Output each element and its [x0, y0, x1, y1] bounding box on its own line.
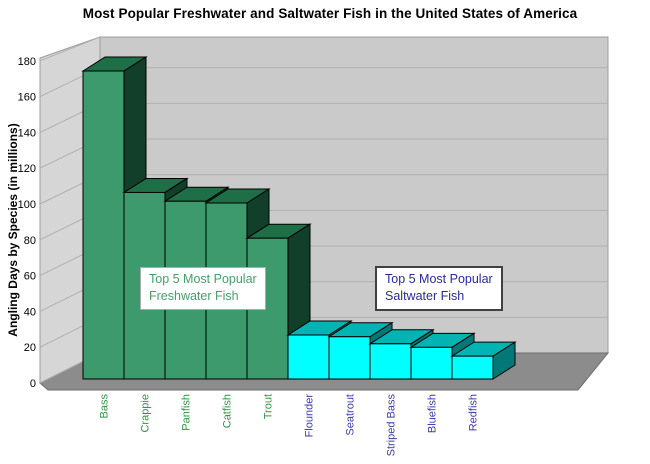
y-tick-label-140: 140: [18, 127, 36, 139]
x-label-bass: Bass: [99, 394, 111, 419]
x-category-labels: Bass Crappie Panfish Catfish Trout Flounder Se…: [99, 394, 480, 457]
x-label-panfish: Panfish: [181, 394, 193, 431]
bars: [81, 56, 517, 380]
x-label-striped-bass: Striped Bass: [386, 394, 398, 457]
x-label-redfish: Redfish: [468, 394, 480, 431]
bar-front-face: [328, 336, 371, 380]
x-label-flounder: Flounder: [304, 394, 316, 438]
wall-tick-180: [39, 36, 101, 62]
y-tick-label-40: 40: [24, 306, 36, 318]
x-label-catfish: Catfish: [222, 394, 234, 428]
annotation-freshwater-line1: Top 5 Most Popular: [149, 272, 257, 286]
chart-title: Most Popular Freshwater and Saltwater Fi…: [82, 6, 578, 21]
annotation-saltwater-line2: Saltwater Fish: [385, 289, 465, 303]
y-tick-labels: 0 20 40 60 80 100 120 140 160 180: [18, 56, 36, 390]
y-tick-label-20: 20: [24, 342, 36, 354]
y-tick-label-100: 100: [18, 199, 36, 211]
annotation-saltwater-line1: Top 5 Most Popular: [385, 272, 493, 286]
x-label-seatrout: Seatrout: [345, 394, 357, 436]
bar-front-face: [451, 355, 494, 380]
y-tick-label-0: 0: [30, 378, 36, 390]
y-tick-label-180: 180: [18, 56, 36, 68]
x-label-crappie: Crappie: [140, 394, 152, 433]
bar-redfish: [450, 341, 517, 380]
annotation-freshwater-line2: Freshwater Fish: [149, 289, 239, 303]
annotation-freshwater: Top 5 Most Popular Freshwater Fish: [140, 267, 266, 310]
x-label-bluefish: Bluefish: [427, 394, 439, 433]
y-tick-label-80: 80: [24, 235, 36, 247]
x-label-trout: Trout: [263, 394, 275, 419]
y-tick-label-60: 60: [24, 271, 36, 283]
y-tick-label-160: 160: [18, 92, 36, 104]
y-tick-label-120: 120: [18, 163, 36, 175]
bar-front-face: [287, 334, 330, 380]
bar-front-face: [369, 343, 412, 380]
annotation-saltwater: Top 5 Most Popular Saltwater Fish: [375, 266, 503, 311]
bar-front-face: [410, 346, 453, 380]
bar-front-face: [82, 70, 125, 380]
